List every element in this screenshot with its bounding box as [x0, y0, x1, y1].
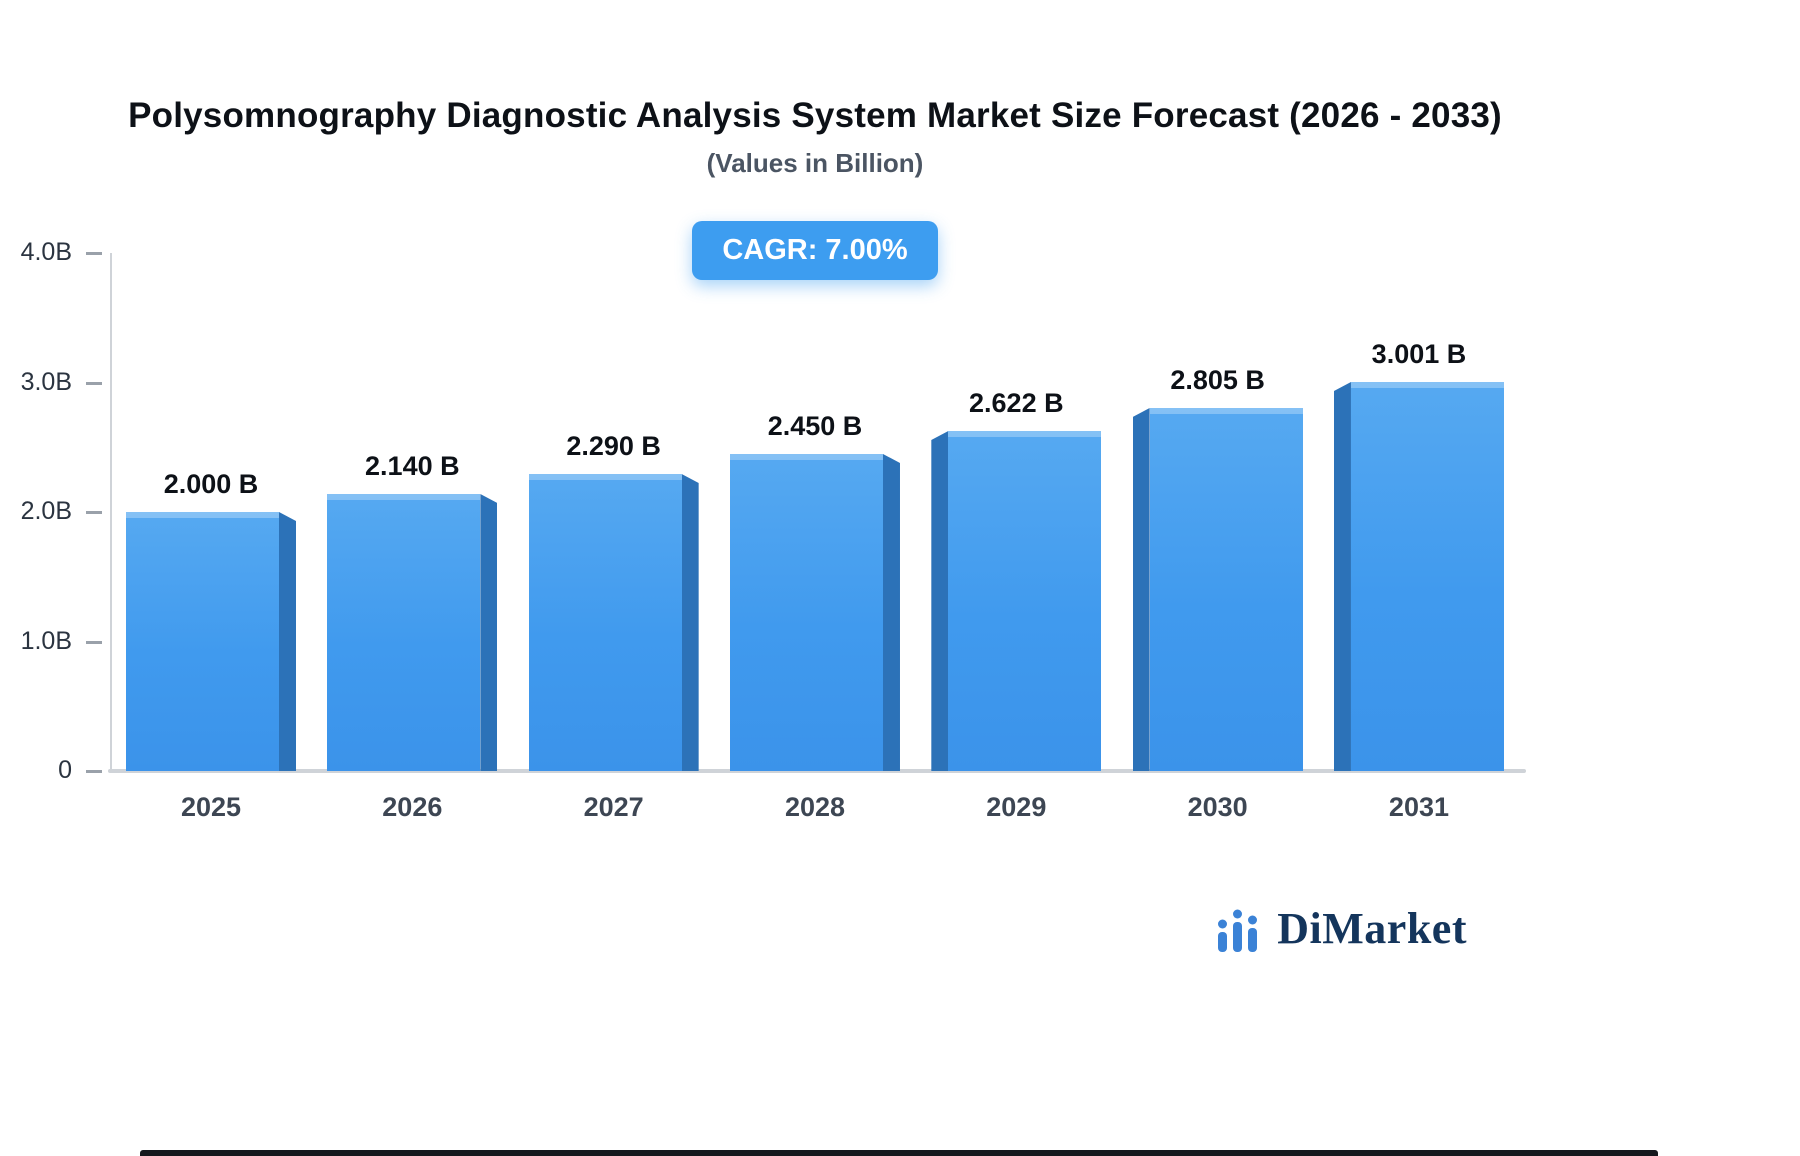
y-axis-tick: [86, 511, 102, 514]
bar-value-label: 3.001 B: [1371, 339, 1467, 369]
bar: [528, 474, 699, 771]
bar-group: 2.290 B 2027: [528, 431, 699, 822]
bar-group: 2.140 B 2026: [327, 451, 498, 822]
bar-side-face: [279, 512, 296, 771]
bar-group: 3.001 B 2031: [1333, 339, 1504, 822]
bar-side-face: [681, 474, 699, 771]
bar-group: 2.805 B 2030: [1132, 365, 1303, 822]
chart-header: Polysomnography Diagnostic Analysis Syst…: [0, 0, 1630, 280]
bar-front-face: [948, 431, 1102, 771]
bar-side-face: [1132, 408, 1150, 771]
x-axis-label: 2027: [583, 792, 644, 822]
bar-front-face: [126, 512, 279, 771]
bar-side-face: [480, 494, 498, 771]
brand-name: DiMarket: [1277, 904, 1467, 953]
bar-value-label: 2.805 B: [1170, 365, 1265, 395]
chart-title: Polysomnography Diagnostic Analysis Syst…: [128, 96, 1502, 135]
bar-front-face: [327, 494, 481, 771]
bar-value-label: 2.290 B: [566, 431, 661, 461]
bar-value-label: 2.622 B: [969, 388, 1064, 418]
bar-chart: 4.0B 3.0B 2.0B 1.0B 0 2.000 B 2025 2.140 B 2026…: [21, 238, 1526, 822]
y-axis-label: 2.0B: [20, 497, 72, 525]
bar-group: 2.622 B 2029: [931, 388, 1102, 822]
bar: [126, 512, 296, 771]
y-axis-tick: [86, 382, 102, 385]
bottom-border: [140, 1150, 1658, 1156]
cagr-badge: CAGR: 7.00%: [692, 221, 938, 280]
y-axis-tick: [86, 252, 102, 255]
x-axis-label: 2026: [382, 792, 443, 822]
bar-side-face: [931, 431, 949, 771]
x-axis-label: 2030: [1187, 792, 1248, 822]
bar-side-face: [882, 454, 900, 771]
y-axis-label: 0: [58, 756, 72, 784]
bar: [1132, 408, 1303, 771]
bar: [1333, 382, 1504, 771]
bar: [729, 454, 900, 771]
bar-front-face: [1350, 382, 1504, 771]
bar-value-label: 2.140 B: [365, 451, 460, 481]
badge-row: CAGR: 7.00%: [0, 221, 1630, 280]
x-axis-label: 2031: [1388, 792, 1449, 822]
bar-value-label: 2.000 B: [163, 469, 259, 499]
y-axis-tick: [86, 770, 102, 773]
bar-front-face: [729, 454, 883, 771]
bar-group: 2.000 B 2025: [126, 469, 296, 822]
y-axis-label: 4.0B: [20, 238, 72, 266]
y-axis-tick: [86, 641, 102, 644]
bar-front-face: [1149, 408, 1303, 771]
x-axis-label: 2025: [180, 792, 242, 822]
y-axis-line: [110, 253, 112, 771]
bar-group: 2.450 B 2028: [729, 411, 900, 822]
chart-subtitle: (Values in Billion): [706, 148, 924, 178]
y-axis-label: 3.0B: [20, 368, 72, 396]
bar: [327, 494, 498, 771]
brand-logo: DiMarket: [1213, 903, 1467, 954]
bar-side-face: [1333, 382, 1351, 771]
x-axis-label: 2029: [986, 792, 1047, 822]
plot-area: 2.000 B 2025 2.140 B 2026 2.290 B 2027 2.450 B…: [110, 253, 1520, 822]
y-axis-label: 1.0B: [20, 627, 72, 655]
bar-chart-icon: [1218, 909, 1258, 952]
bar-front-face: [528, 474, 682, 771]
bar: [931, 431, 1102, 771]
x-axis-line: [108, 769, 1526, 773]
x-axis-label: 2028: [784, 792, 846, 822]
bar-value-label: 2.450 B: [767, 411, 863, 441]
